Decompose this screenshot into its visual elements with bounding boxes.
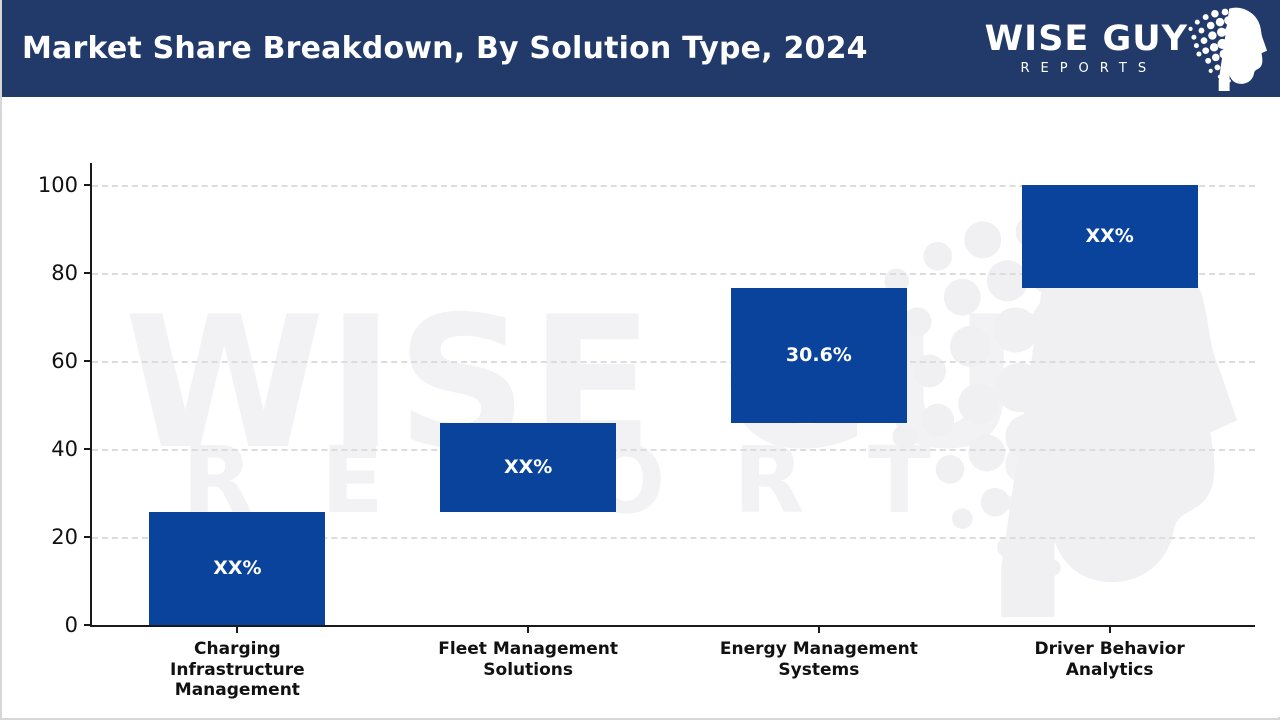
bar-value-label: 30.6% xyxy=(785,344,852,367)
x-category-label-line: Charging xyxy=(194,639,281,659)
y-tick-label: 100 xyxy=(37,173,78,197)
y-tick-label: 20 xyxy=(51,525,78,549)
y-tick-label: 80 xyxy=(51,261,78,285)
y-tick-mark xyxy=(84,448,92,450)
y-tick-mark xyxy=(84,360,92,362)
y-tick-mark xyxy=(84,184,92,186)
bar-value-label: XX% xyxy=(503,456,553,479)
x-category-label-line: Driver Behavior xyxy=(1034,639,1185,659)
plot-area: 0 20 40 60 80 100 XX% XX% 30.6% XX% Charging Infras… xyxy=(38,163,1255,700)
x-category-label-line: Infrastructure xyxy=(170,659,305,680)
y-tick-mark xyxy=(84,536,92,538)
x-tick-mark xyxy=(236,625,239,633)
y-tick-label: 0 xyxy=(64,613,78,637)
x-category-label-line: Fleet Management xyxy=(438,639,618,659)
bar-value-label: XX% xyxy=(213,557,262,580)
watermark: WISE GUY REPORTS xyxy=(2,97,1280,717)
x-category-label-line: Systems xyxy=(778,659,860,680)
x-category-label: Energy Management Systems xyxy=(674,639,965,680)
x-category-label: Charging Infrastructure Management xyxy=(92,639,383,701)
plot-wrap: 0 20 40 60 80 100 XX% XX% 30.6% XX% Charging Infras… xyxy=(2,97,1280,717)
x-category-label-line: Solutions xyxy=(483,659,573,680)
x-tick-mark xyxy=(817,625,820,633)
y-tick-label: 60 xyxy=(51,349,78,373)
dotted-face-profile-icon xyxy=(1188,7,1267,91)
bar: XX% xyxy=(440,422,617,512)
grid-line xyxy=(92,185,1255,187)
brand-logo: WISE GUY REPORTS xyxy=(985,4,1268,94)
x-tick-mark xyxy=(527,625,530,633)
x-category-label-line: Management xyxy=(174,680,300,701)
y-tick-mark xyxy=(84,624,92,626)
y-tick-mark xyxy=(84,272,92,274)
x-category-label-line: Analytics xyxy=(1065,659,1154,680)
header: Market Share Breakdown, By Solution Type… xyxy=(2,0,1280,97)
brand-logo-text: WISE GUY REPORTS xyxy=(984,18,1188,76)
brand-subtitle: REPORTS xyxy=(1020,60,1158,76)
brand-name: WISE GUY xyxy=(984,18,1188,59)
watermark-brand-subtitle: REPORTS xyxy=(182,427,1134,534)
bar-value-label: XX% xyxy=(1085,225,1134,248)
y-tick-label: 40 xyxy=(51,437,78,461)
chart-card: WISE GUY REPORTS 0 20 40 60 80 100 XX% XX% 30.6%… xyxy=(2,97,1280,717)
grid-line xyxy=(92,273,1255,275)
bar: XX% xyxy=(149,511,326,625)
bar: 30.6% xyxy=(730,287,907,423)
x-category-label: Fleet Management Solutions xyxy=(383,639,674,680)
x-category-label-line: Energy Management xyxy=(719,639,918,659)
page-title: Market Share Breakdown, By Solution Type… xyxy=(22,31,868,66)
bar: XX% xyxy=(1021,185,1198,288)
grid-line xyxy=(92,361,1255,363)
x-tick-mark xyxy=(1108,625,1111,633)
grid-line xyxy=(92,449,1255,451)
grid-line xyxy=(92,537,1255,539)
x-category-label: Driver Behavior Analytics xyxy=(964,639,1255,680)
